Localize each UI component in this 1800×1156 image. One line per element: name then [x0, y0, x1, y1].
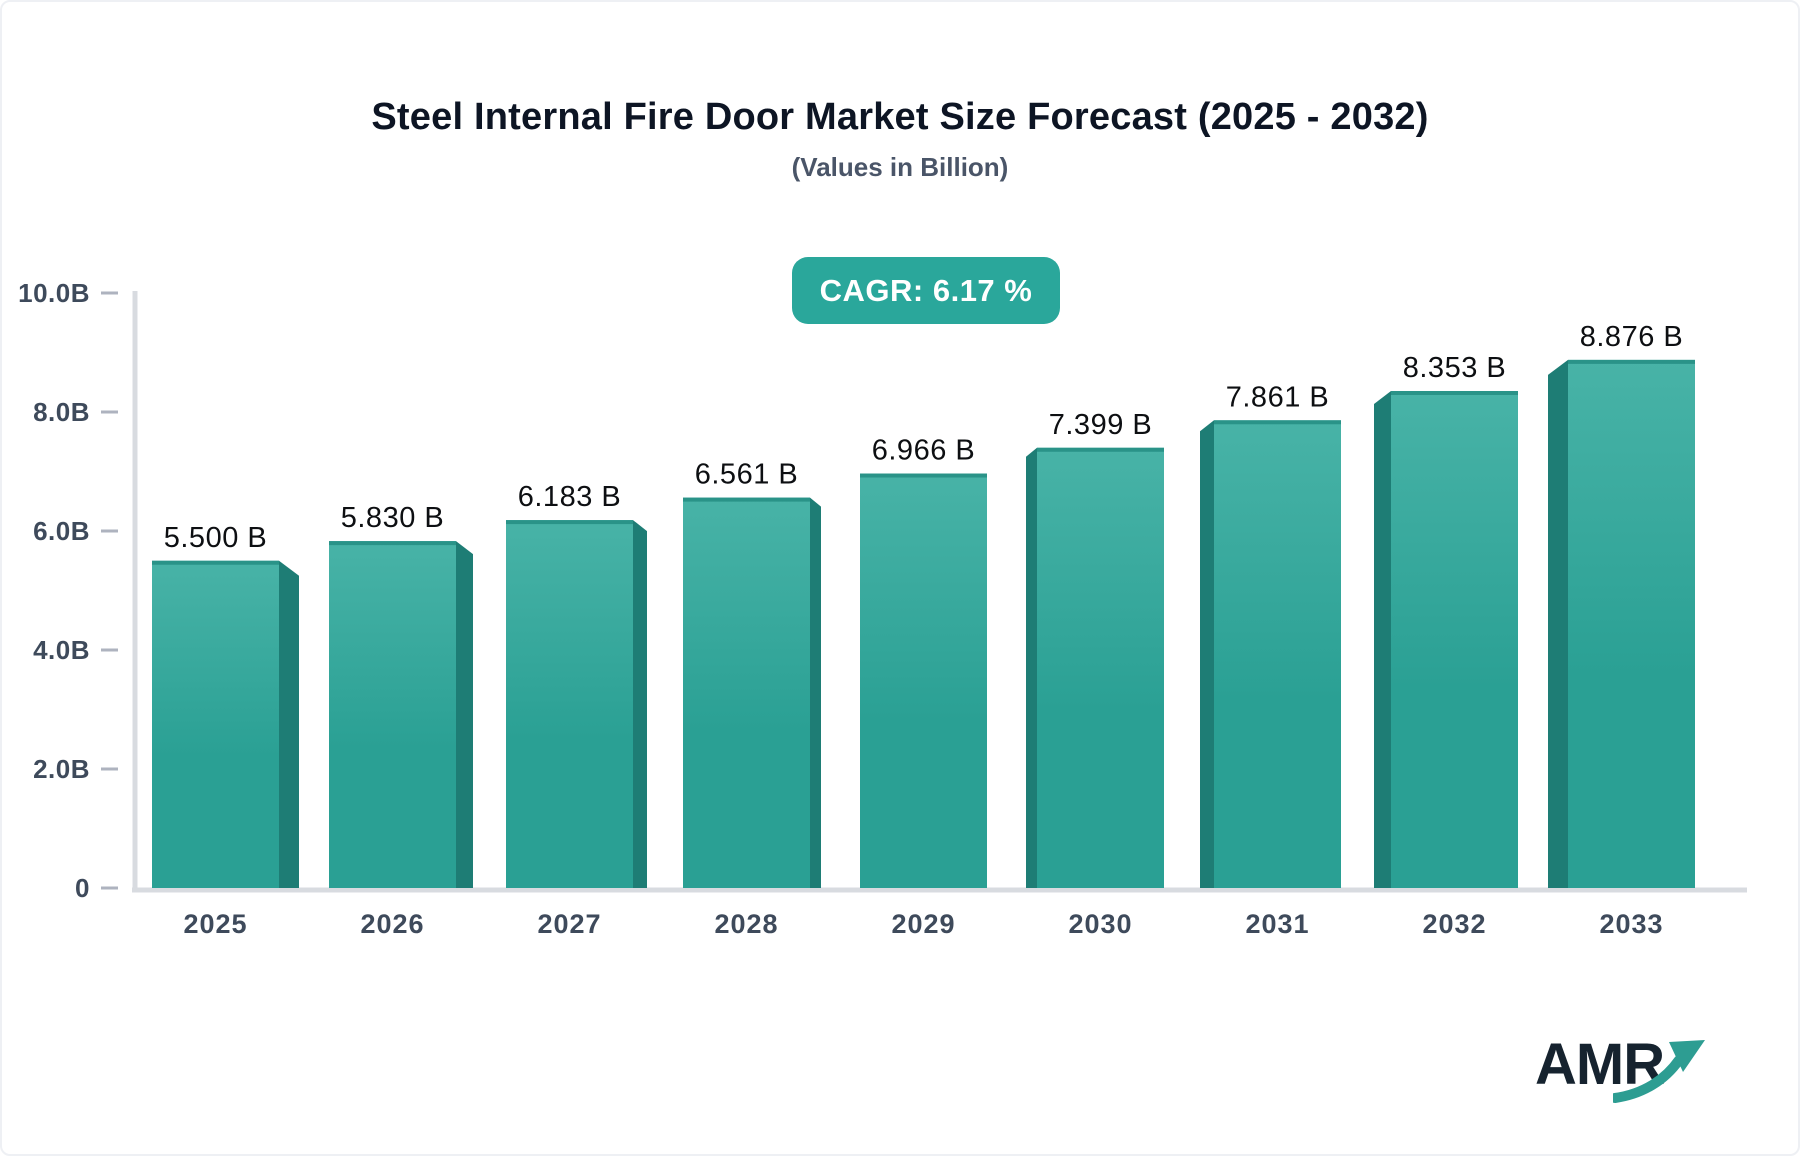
bar-top-edge — [1214, 420, 1341, 425]
y-tick-label: 4.0B — [33, 635, 90, 665]
trend-up-arrow-icon — [1613, 1040, 1705, 1103]
bar-top-edge — [329, 541, 456, 546]
bar-side-face — [456, 541, 473, 888]
bar-side-face — [1548, 359, 1568, 888]
cagr-badge-label: CAGR: 6.17 % — [819, 272, 1033, 308]
y-tick-label: 0 — [75, 873, 90, 903]
x-axis-label: 2029 — [891, 909, 955, 939]
x-axis-label: 2028 — [714, 909, 778, 939]
bar-value-label: 5.500 B — [164, 522, 267, 554]
bar-value-label: 8.353 B — [1403, 352, 1506, 384]
cagr-badge: CAGR: 6.17 % — [792, 257, 1060, 324]
bar-top-edge — [1037, 447, 1164, 452]
bar-side-face — [279, 560, 299, 888]
x-axis-label: 2025 — [183, 909, 247, 939]
bar-group-2026: 5.830 B 2026 — [329, 502, 473, 939]
bar-group-2033: 8.876 B 2033 — [1548, 321, 1695, 939]
amr-logo: AMR — [1535, 1036, 1735, 1116]
x-axis-label: 2031 — [1245, 909, 1309, 939]
x-axis-label: 2033 — [1599, 909, 1663, 939]
y-tick-label: 10.0B — [18, 278, 90, 308]
bar-top-edge — [1391, 390, 1518, 395]
bar-group-2027: 6.183 B 2027 — [506, 481, 647, 939]
bar-value-label: 8.876 B — [1580, 321, 1683, 353]
bar-front-face — [506, 520, 633, 888]
bar-top-edge — [506, 520, 633, 525]
bar-front-face — [329, 541, 456, 888]
chart-title: Steel Internal Fire Door Market Size For… — [371, 96, 1429, 138]
bar-side-face — [1200, 420, 1214, 888]
bar-value-label: 6.183 B — [518, 481, 621, 513]
bar-value-label: 5.830 B — [341, 502, 444, 534]
chart-subtitle: (Values in Billion) — [791, 152, 1009, 182]
bar-value-label: 6.966 B — [872, 435, 975, 467]
bar-value-label: 7.399 B — [1049, 409, 1152, 441]
bar-front-face — [1391, 390, 1518, 888]
bar-front-face — [152, 560, 279, 888]
bar-side-face — [633, 520, 647, 888]
x-axis-label: 2026 — [360, 909, 424, 939]
bar-top-edge — [1568, 359, 1695, 364]
y-tick-label: 8.0B — [33, 397, 90, 427]
bar-group-2028: 6.561 B 2028 — [683, 459, 821, 939]
bar-group-2025: 5.500 B 2025 — [152, 522, 299, 939]
x-axis-label: 2030 — [1068, 909, 1132, 939]
bar-front-face — [683, 497, 810, 888]
bar-top-edge — [152, 560, 279, 565]
x-axis-label: 2032 — [1422, 909, 1486, 939]
bar-value-label: 7.861 B — [1226, 381, 1329, 413]
amr-logo-text: AMR — [1535, 1032, 1665, 1097]
bar-top-edge — [860, 473, 987, 478]
bar-front-face — [1214, 420, 1341, 888]
x-axis-label: 2027 — [537, 909, 601, 939]
bar-group-2032: 8.353 B 2032 — [1374, 352, 1518, 939]
bar-group-2030: 7.399 B 2030 — [1026, 409, 1164, 939]
y-tick-label: 6.0B — [33, 516, 90, 546]
bar-group-2029: 6.966 B 2029 — [860, 435, 987, 939]
bar-front-face — [860, 473, 987, 888]
bar-group-2031: 7.861 B 2031 — [1200, 381, 1341, 939]
y-tick-label: 2.0B — [33, 754, 90, 784]
bar-front-face — [1568, 359, 1695, 888]
bar-value-label: 6.561 B — [695, 459, 798, 491]
bar-side-face — [1374, 390, 1391, 888]
bar-top-edge — [683, 497, 810, 502]
bar-side-face — [810, 497, 821, 888]
bar-front-face — [1037, 447, 1164, 888]
bar-side-face — [1026, 447, 1037, 888]
